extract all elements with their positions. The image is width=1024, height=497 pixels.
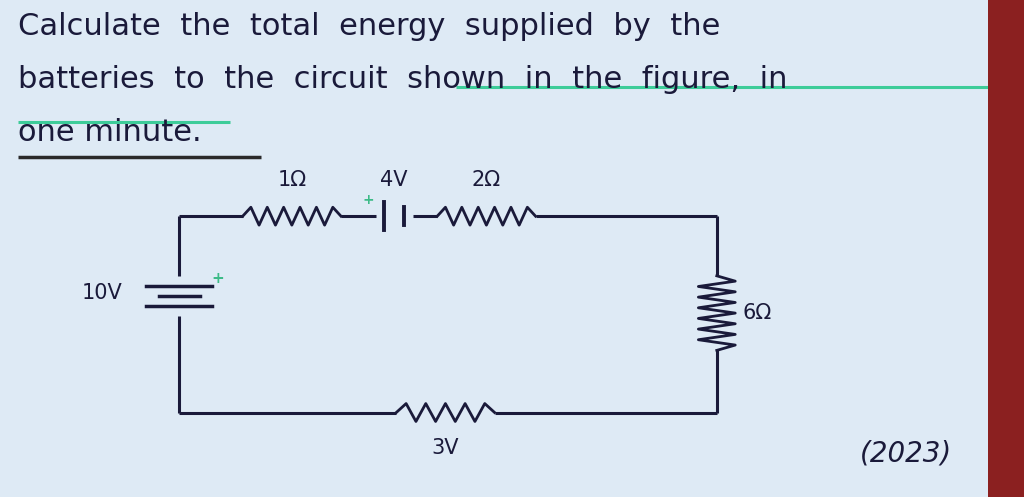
Text: +: + (362, 193, 375, 207)
Text: +: + (212, 271, 224, 286)
Text: 2Ω: 2Ω (472, 170, 501, 190)
Text: 10V: 10V (82, 283, 123, 303)
Text: Calculate  the  total  energy  supplied  by  the: Calculate the total energy supplied by t… (18, 12, 721, 41)
Text: 4V: 4V (381, 170, 408, 190)
Text: 6Ω: 6Ω (742, 303, 772, 323)
Text: batteries  to  the  circuit  shown  in  the  figure,  in: batteries to the circuit shown in the fi… (18, 65, 787, 93)
Text: (2023): (2023) (860, 439, 952, 467)
Text: 1Ω: 1Ω (278, 170, 306, 190)
Bar (988, 0, 1024, 497)
Text: one minute.: one minute. (18, 118, 202, 147)
Text: 3V: 3V (432, 438, 459, 458)
